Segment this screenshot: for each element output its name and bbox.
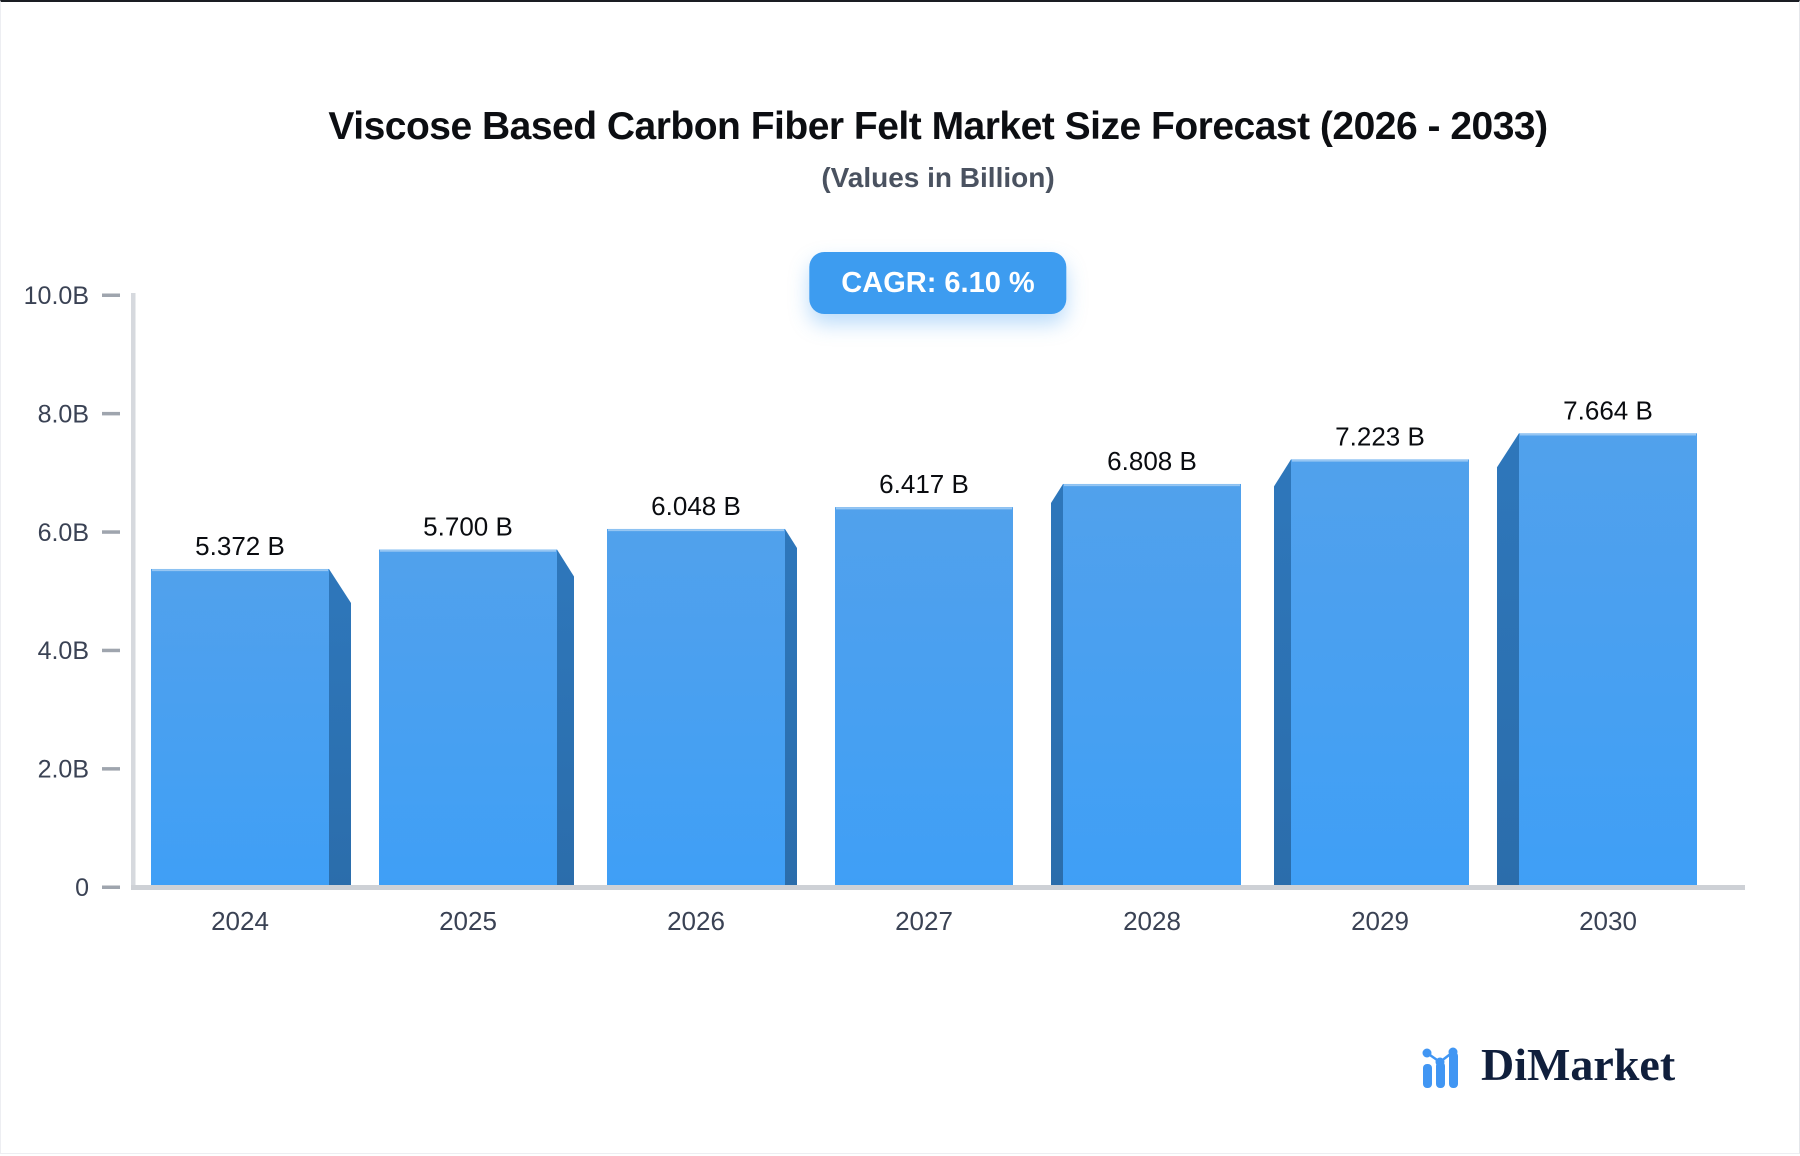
- x-tick-label-2030: 2030: [1579, 906, 1637, 936]
- x-tick-label-2025: 2025: [439, 906, 497, 936]
- x-tick-label-2024: 2024: [211, 906, 269, 936]
- y-tick-label-10.0B: 10.0B: [24, 282, 89, 310]
- y-tick-label-8.0B: 8.0B: [38, 400, 89, 428]
- y-tick-8.0B: [102, 411, 120, 416]
- bar-2030: [1519, 433, 1697, 887]
- value-label-2026: 6.048 B: [651, 491, 741, 521]
- cagr-badge: CAGR: 6.10 %: [809, 252, 1067, 314]
- value-label-2029: 7.223 B: [1335, 421, 1425, 451]
- bar-side-2029: [1274, 459, 1291, 887]
- y-tick-4.0B: [102, 648, 120, 653]
- x-tick-label-2028: 2028: [1123, 906, 1181, 936]
- y-tick-label-0: 0: [75, 874, 89, 902]
- x-axis-line: [131, 885, 1745, 890]
- bar-2028: [1063, 483, 1241, 887]
- value-label-2028: 6.808 B: [1107, 446, 1197, 476]
- bar-side-2026: [785, 528, 797, 887]
- y-tick-label-2.0B: 2.0B: [38, 756, 89, 784]
- y-tick-label-4.0B: 4.0B: [38, 637, 89, 665]
- x-tick-label-2026: 2026: [667, 906, 725, 936]
- bar-2029: [1291, 459, 1469, 887]
- y-tick-2.0B: [102, 767, 120, 771]
- bar-side-2025: [557, 549, 574, 887]
- bar-2027: [835, 507, 1013, 887]
- x-tick-label-2027: 2027: [895, 906, 953, 936]
- bar-2024: [151, 568, 329, 887]
- page-title: Viscose Based Carbon Fiber Felt Market S…: [328, 105, 1548, 148]
- value-label-2024: 5.372 B: [195, 531, 285, 561]
- y-tick-6.0B: [102, 530, 120, 534]
- value-label-2027: 6.417 B: [879, 469, 969, 499]
- value-label-2030: 7.664 B: [1563, 395, 1653, 425]
- bar-chart-trend-icon: [1422, 1047, 1458, 1088]
- y-tick-0: [102, 885, 120, 889]
- y-tick-10.0B: [102, 293, 120, 297]
- value-label-2025: 5.700 B: [423, 512, 513, 542]
- bar-side-2024: [329, 568, 351, 887]
- brand-name: DiMarket: [1481, 1039, 1676, 1090]
- brand-logo: DiMarket: [1421, 1040, 1675, 1090]
- bar-side-2028: [1051, 483, 1063, 887]
- y-tick-label-6.0B: 6.0B: [38, 519, 89, 547]
- bar-side-2030: [1497, 433, 1519, 887]
- bar-2025: [379, 549, 557, 887]
- y-axis-line: [131, 293, 136, 889]
- page-subtitle: (Values in Billion): [821, 162, 1055, 193]
- bar-2026: [607, 528, 785, 887]
- x-tick-label-2029: 2029: [1351, 906, 1409, 936]
